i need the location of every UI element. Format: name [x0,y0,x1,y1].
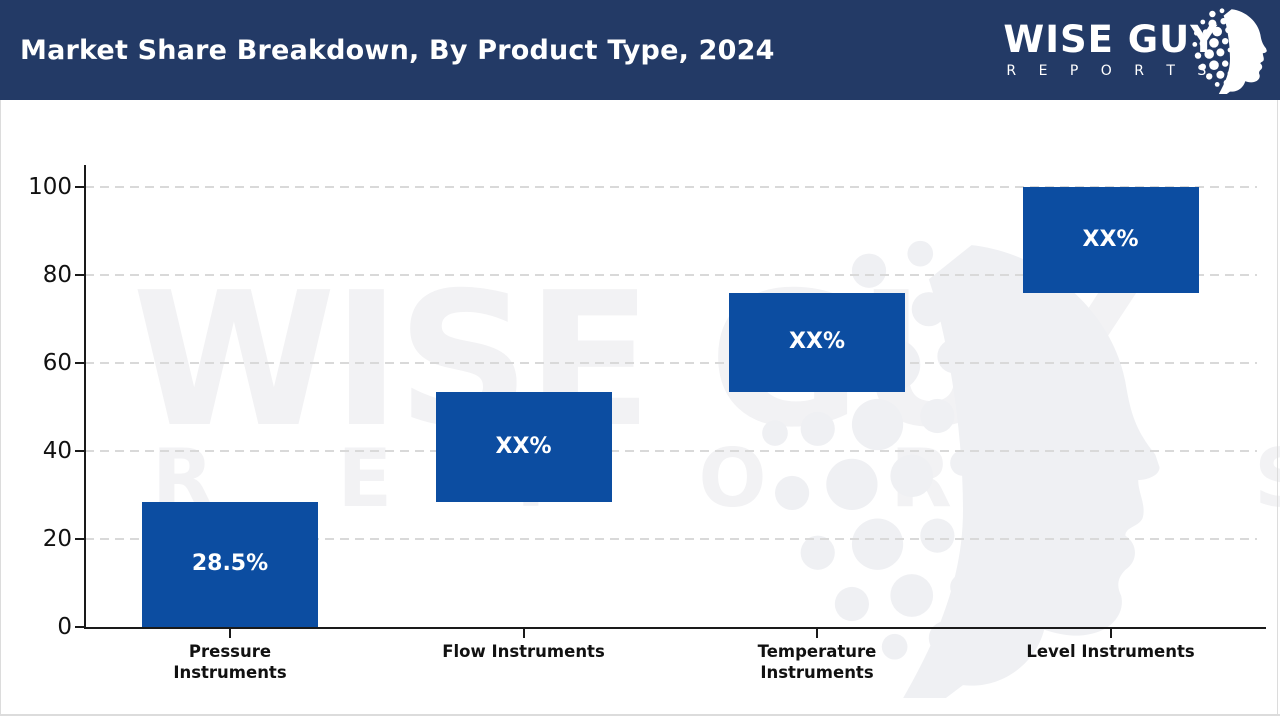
y-tick-label: 40 [42,438,72,464]
x-tick-mark [522,629,525,638]
x-tick-mark [229,629,231,638]
y-tick-mark [75,186,84,188]
y-tick-label: 100 [28,174,72,200]
x-category-label: Flow Instruments [442,642,605,661]
bar-value-label: 28.5% [191,551,269,577]
bar [1022,187,1199,293]
brand-logo: WISE GUY R E P O R T S [1003,4,1272,96]
brand-logo-text: WISE GUY R E P O R T S [1003,20,1218,80]
plot-region: WISE GUY R E P O R T S 0 20 40 60 80 100 28.5%… [0,100,1280,714]
header-banner: Market Share Breakdown, By Product Type,… [0,0,1280,100]
y-tick-mark [75,362,84,364]
page-title: Market Share Breakdown, By Product Type,… [20,34,775,66]
y-tick-label: 80 [42,262,72,288]
y-tick-mark [75,626,84,628]
x-category-label: Temperature Instruments [757,642,877,682]
frame-bottom-border [0,714,1280,716]
x-tick-mark [816,629,818,638]
x-category-label: Pressure Instruments [173,642,287,682]
dotted-head-icon [1192,8,1267,94]
x-category-label: Level Instruments [1026,642,1195,661]
brand-subtitle: R E P O R T S [1006,63,1216,79]
y-tick-label: 60 [42,350,72,376]
gridline [85,362,1257,364]
gridline [85,538,1257,540]
y-tick-label: 0 [57,614,72,640]
bar [729,292,905,392]
frame-left-border [0,100,1,715]
bar-value-label: XX% [495,433,552,459]
y-axis-line [84,165,86,629]
bar [142,501,318,627]
gridline [85,274,1257,276]
gridline [85,186,1257,188]
y-tick-mark [75,538,84,540]
y-tick-mark [75,274,84,276]
gridline [85,450,1257,452]
frame-right-border [1277,100,1278,715]
bar-value-label: XX% [789,329,845,355]
y-tick-label: 20 [42,526,72,552]
y-tick-mark [75,450,84,452]
bar [435,391,612,502]
brand-name: WISE GUY [1003,18,1218,61]
x-tick-mark [1109,629,1112,638]
bar-value-label: XX% [1082,226,1139,252]
x-axis-line [84,627,1266,629]
